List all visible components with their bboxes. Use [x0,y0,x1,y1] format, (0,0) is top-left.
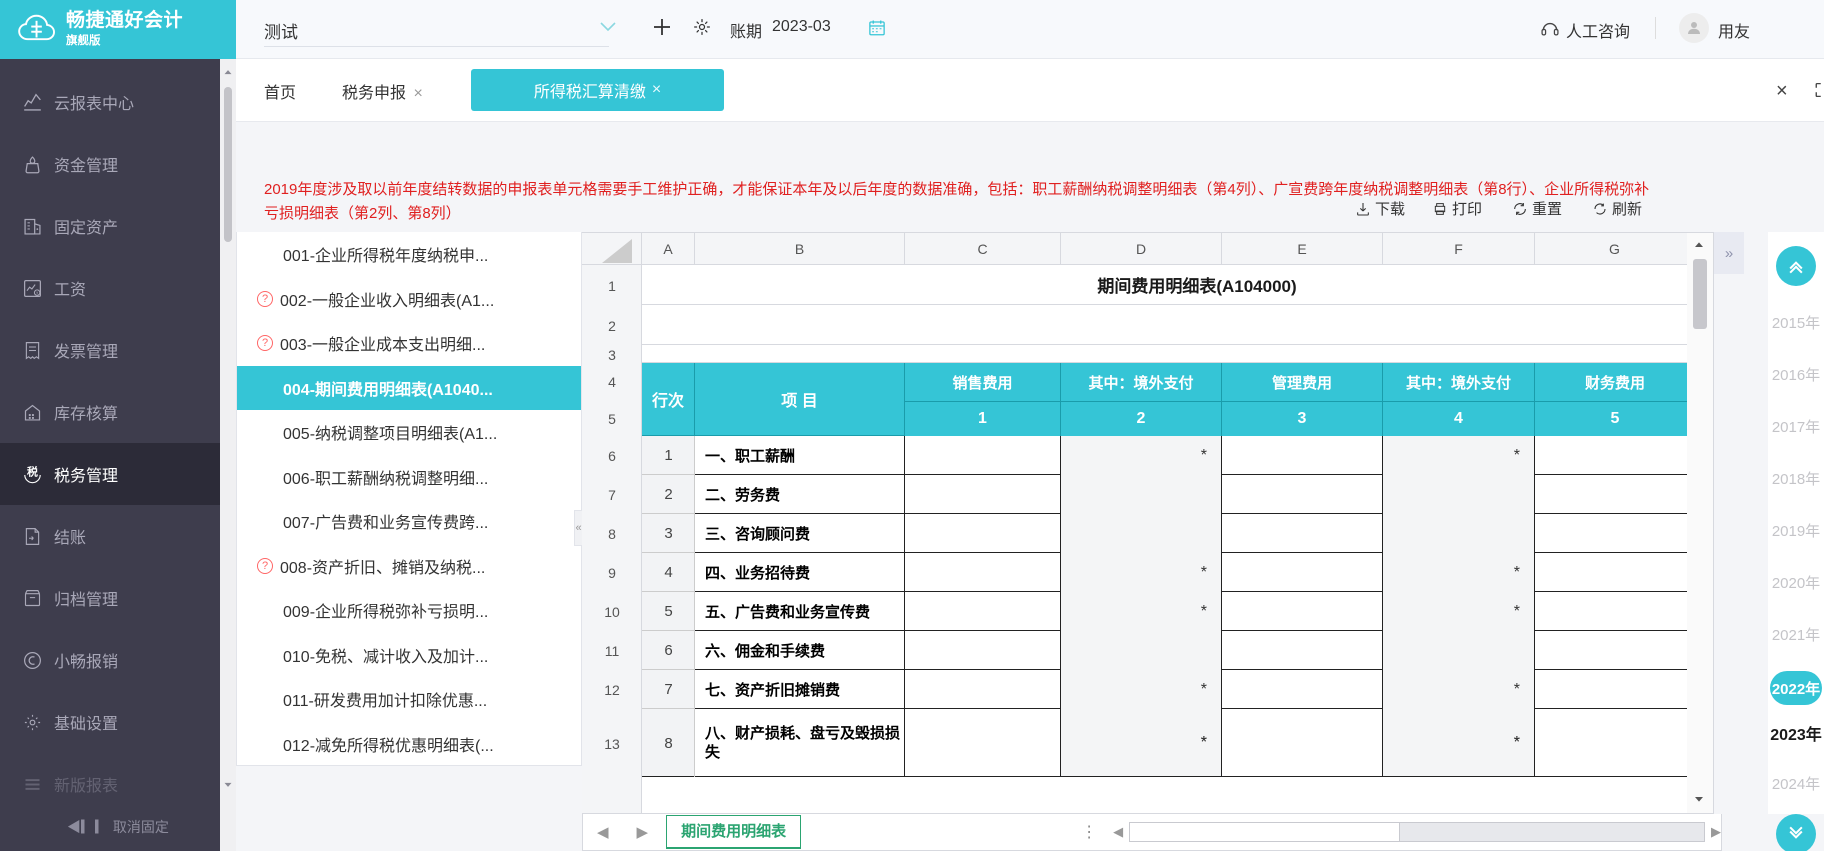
svg-text:税: 税 [27,464,38,478]
svg-text:¥: ¥ [36,290,38,294]
